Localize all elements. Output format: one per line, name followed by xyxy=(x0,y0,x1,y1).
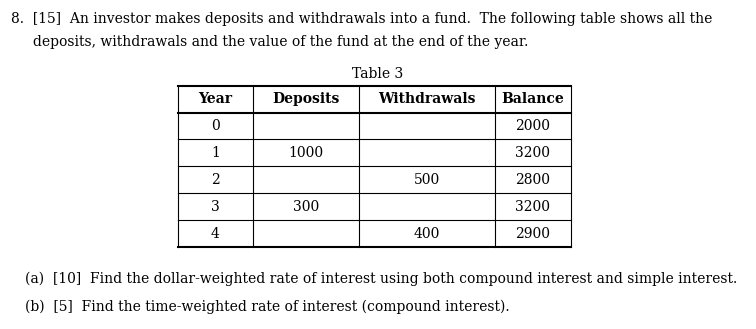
Text: 2000: 2000 xyxy=(516,119,550,133)
Text: (a)  [10]  Find the dollar-weighted rate of interest using both compound interes: (a) [10] Find the dollar-weighted rate o… xyxy=(25,271,737,286)
Text: Withdrawals: Withdrawals xyxy=(379,92,476,106)
Text: deposits, withdrawals and the value of the fund at the end of the year.: deposits, withdrawals and the value of t… xyxy=(11,35,528,49)
Text: 300: 300 xyxy=(293,200,319,214)
Text: 400: 400 xyxy=(414,227,440,241)
Text: 0: 0 xyxy=(211,119,220,133)
Text: Deposits: Deposits xyxy=(272,92,340,106)
Text: 3200: 3200 xyxy=(516,200,550,214)
Text: 3: 3 xyxy=(211,200,220,214)
Text: 1000: 1000 xyxy=(289,146,324,160)
Text: 2900: 2900 xyxy=(516,227,550,241)
Text: Year: Year xyxy=(199,92,232,106)
Text: 8.  [15]  An investor makes deposits and withdrawals into a fund.  The following: 8. [15] An investor makes deposits and w… xyxy=(11,12,713,26)
Text: 4: 4 xyxy=(211,227,220,241)
Text: Table 3: Table 3 xyxy=(352,67,404,82)
Text: Balance: Balance xyxy=(501,92,565,106)
Text: 3200: 3200 xyxy=(516,146,550,160)
Text: 2800: 2800 xyxy=(516,173,550,187)
Text: (b)  [5]  Find the time-weighted rate of interest (compound interest).: (b) [5] Find the time-weighted rate of i… xyxy=(25,299,510,314)
Text: 500: 500 xyxy=(414,173,440,187)
Text: 1: 1 xyxy=(211,146,220,160)
Text: 2: 2 xyxy=(211,173,220,187)
